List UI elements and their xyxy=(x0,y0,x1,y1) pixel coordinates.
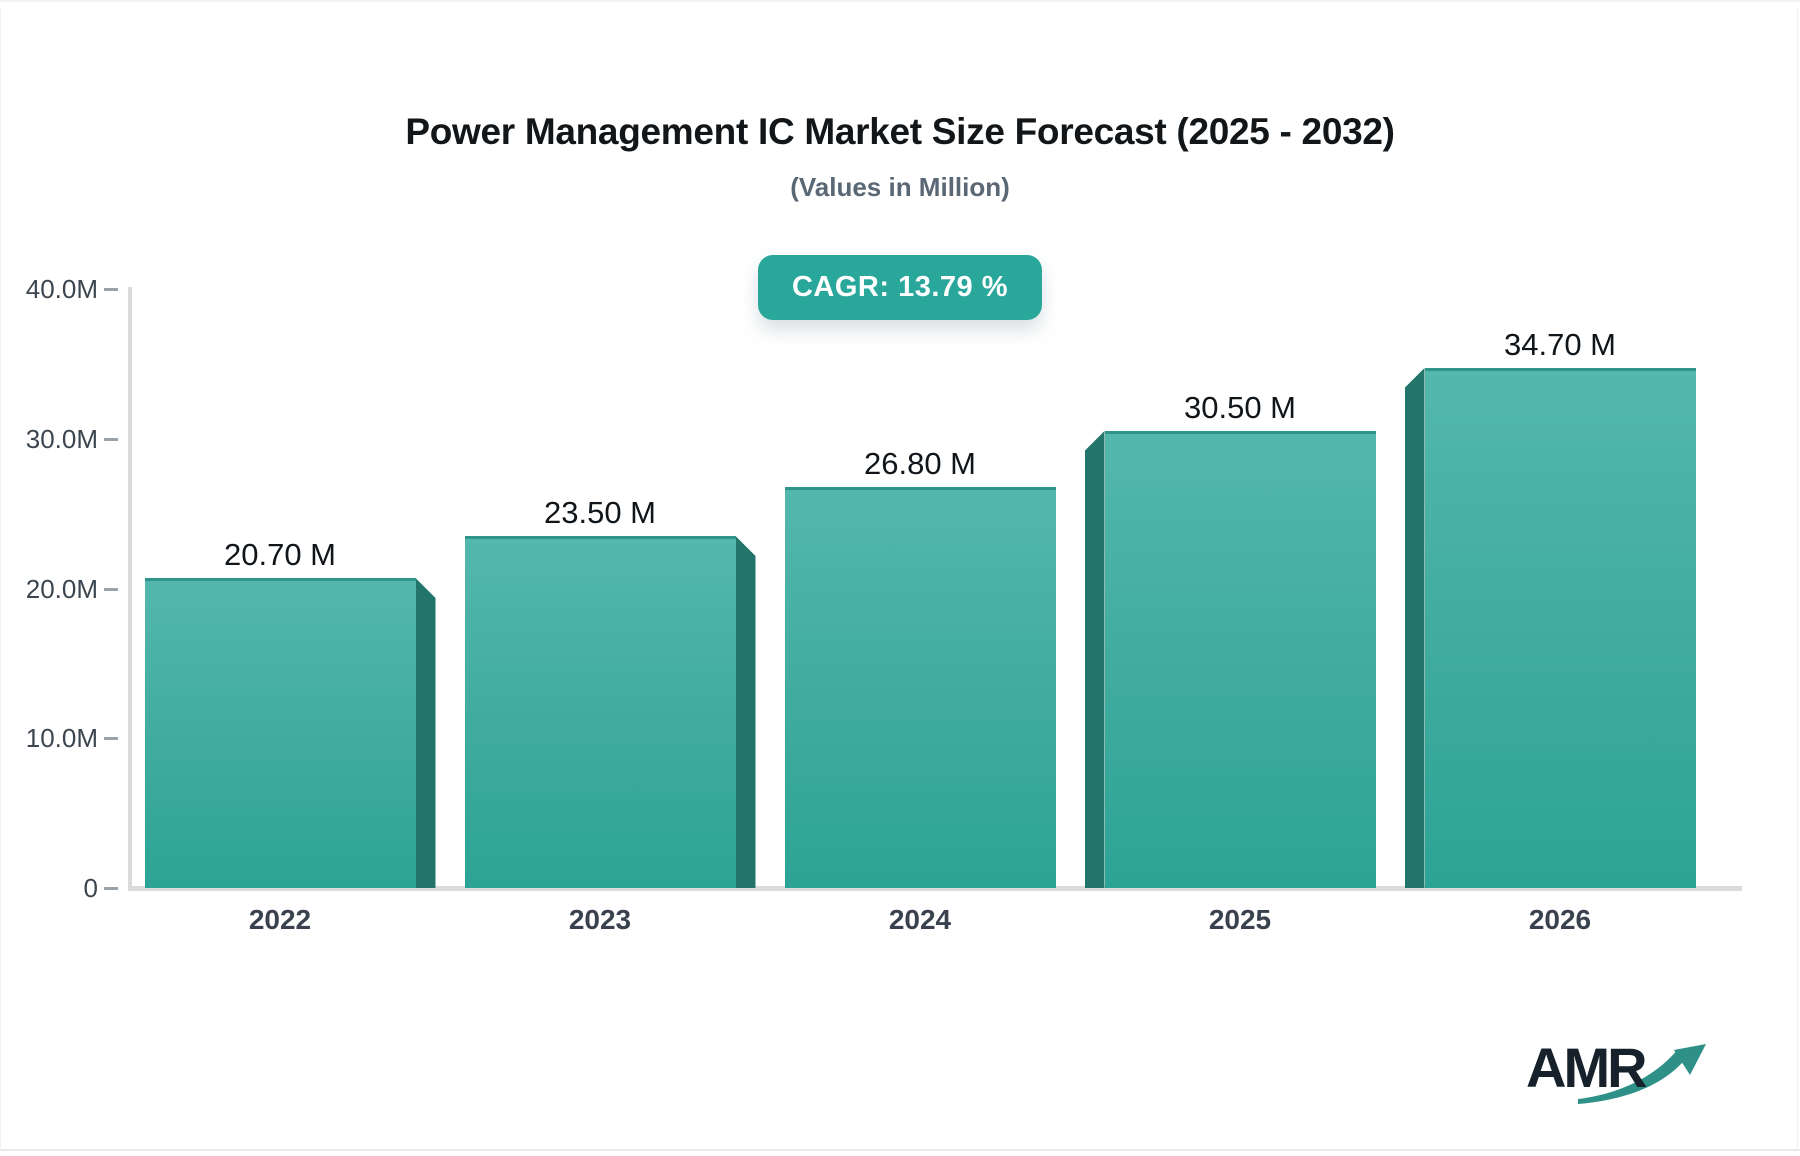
y-tick-label: 10.0M xyxy=(25,723,98,753)
x-category-label: 2024 xyxy=(888,904,952,935)
bar-3d-side-2026 xyxy=(1404,368,1425,888)
amr-logo: AMR xyxy=(1526,1036,1726,1108)
amr-logo-text: AMR xyxy=(1526,1036,1648,1099)
y-tick-label: 30.0M xyxy=(25,424,98,454)
bar-2024[interactable] xyxy=(784,487,1056,888)
y-tick-mark xyxy=(104,737,118,740)
bar-2022[interactable] xyxy=(144,578,416,888)
bar-3d-side-2023 xyxy=(735,536,756,888)
x-category-label: 2022 xyxy=(248,904,312,935)
y-tick-label: 40.0M xyxy=(25,274,98,304)
chart-subtitle: (Values in Million) xyxy=(790,172,1010,202)
card-border-left xyxy=(0,8,1,1150)
card-border-bottom xyxy=(0,1149,1800,1151)
bar-3d-side-2025 xyxy=(1084,431,1105,888)
y-tick-mark xyxy=(104,438,118,441)
chart-title: Power Management IC Market Size Forecast… xyxy=(405,111,1395,152)
card-border-right xyxy=(1797,8,1798,1150)
bar-value-label: 34.70 M xyxy=(1503,327,1616,362)
x-axis-line xyxy=(128,886,1742,891)
bar-value-label: 23.50 M xyxy=(543,495,656,530)
bar-2025[interactable] xyxy=(1104,431,1376,888)
bar-value-label: 26.80 M xyxy=(863,446,976,481)
x-category-label: 2026 xyxy=(1528,904,1592,935)
bar-value-label: 30.50 M xyxy=(1183,390,1296,425)
y-tick-mark xyxy=(104,887,118,890)
logo-arrow-icon xyxy=(1578,1044,1706,1104)
x-category-label: 2025 xyxy=(1208,904,1272,935)
x-category-label: 2023 xyxy=(568,904,632,935)
y-tick-label: 0 xyxy=(83,873,98,903)
y-tick-label: 20.0M xyxy=(25,574,98,604)
card-border-top xyxy=(0,0,1800,2)
y-axis-line xyxy=(128,287,132,888)
cagr-badge: CAGR: 13.79 % xyxy=(757,255,1043,320)
bar-3d-side-2022 xyxy=(415,578,436,888)
bar-2023[interactable] xyxy=(464,536,736,888)
bar-2026[interactable] xyxy=(1424,368,1696,888)
bar-value-label: 20.70 M xyxy=(223,537,336,572)
y-tick-mark xyxy=(104,288,118,291)
y-tick-mark xyxy=(104,588,118,591)
